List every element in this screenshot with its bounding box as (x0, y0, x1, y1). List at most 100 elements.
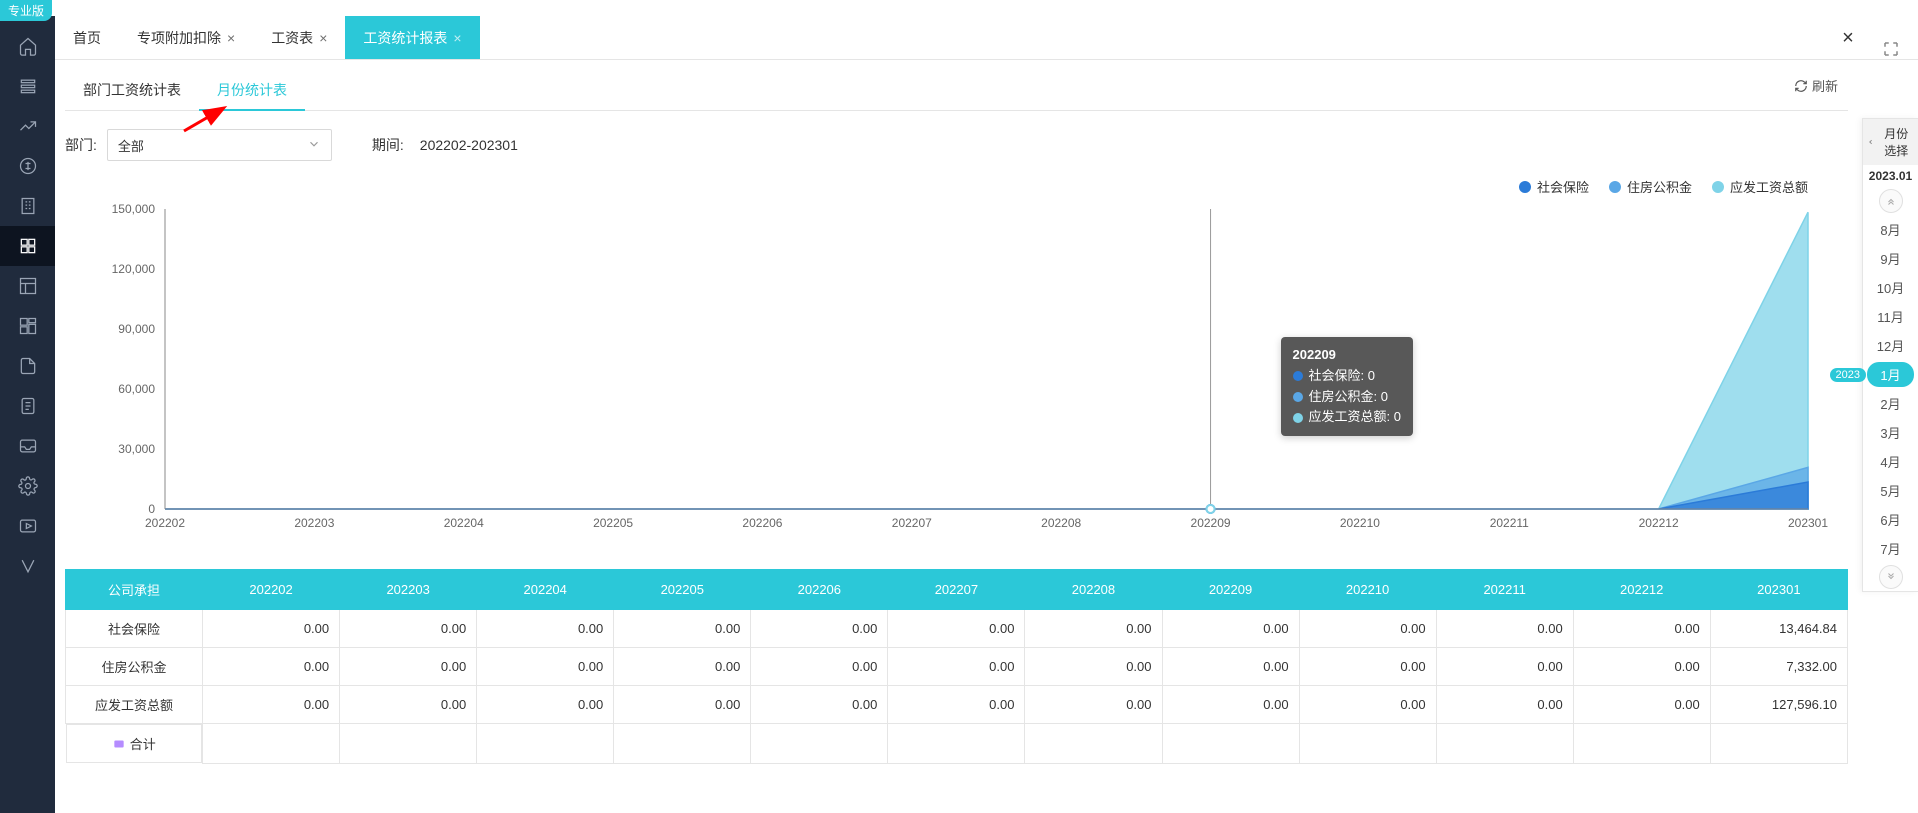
table-cell: 0.00 (1436, 610, 1573, 648)
legend-dot-icon (1712, 181, 1724, 193)
month-item[interactable]: 11月 (1863, 302, 1918, 331)
close-all-tabs-button[interactable]: × (1828, 16, 1868, 60)
table-cell (614, 724, 751, 764)
tab-首页[interactable]: 首页 (55, 16, 119, 59)
tooltip-row: 住房公积金: 0 (1293, 387, 1401, 408)
sidebar-item-building[interactable] (0, 186, 55, 226)
table-cell: 0.00 (614, 686, 751, 724)
salary-chart: 社会保险住房公积金应发工资总额 030,00060,00090,000120,0… (65, 169, 1848, 559)
subtab-月份统计表[interactable]: 月份统计表 (199, 70, 305, 110)
tabs-bar: 首页专项附加扣除× 工资表 × 工资统计报表 × × (55, 16, 1918, 60)
table-cell: 13,464.84 (1710, 610, 1847, 648)
month-item[interactable]: 4月 (1863, 447, 1918, 476)
table-cell: 0.00 (888, 648, 1025, 686)
svg-text:202211: 202211 (1490, 516, 1529, 530)
table-cell: 0.00 (1436, 648, 1573, 686)
table-cell: 0.00 (477, 686, 614, 724)
table-cell: 0.00 (203, 648, 340, 686)
table-header: 202208 (1025, 570, 1162, 610)
sidebar-item-money[interactable] (0, 146, 55, 186)
sidebar-item-chart[interactable] (0, 106, 55, 146)
sidebar-item-note[interactable] (0, 346, 55, 386)
month-item[interactable]: 12月 (1863, 331, 1918, 360)
legend-label: 住房公积金 (1627, 177, 1692, 196)
month-item[interactable]: 9月 (1863, 244, 1918, 273)
chart-canvas[interactable]: 030,00060,00090,000120,000150,0002022022… (65, 199, 1848, 549)
legend-item[interactable]: 社会保险 (1519, 177, 1589, 196)
svg-text:202205: 202205 (593, 516, 633, 530)
table-header: 202209 (1162, 570, 1299, 610)
month-item[interactable]: 5月 (1863, 476, 1918, 505)
tab-close-icon[interactable]: × (319, 30, 327, 46)
month-scroll-up-icon[interactable] (1879, 189, 1903, 213)
legend-item[interactable]: 应发工资总额 (1712, 177, 1808, 196)
table-header: 202203 (340, 570, 477, 610)
month-scroll-down-icon[interactable] (1879, 565, 1903, 589)
month-list: 8月9月10月11月12月1月20232月3月4月5月6月7月 (1863, 215, 1918, 563)
sidebar-item-v[interactable] (0, 546, 55, 586)
month-item[interactable]: 3月 (1863, 418, 1918, 447)
tab-label: 工资统计报表 (363, 28, 447, 48)
svg-text:60,000: 60,000 (118, 382, 155, 396)
table-cell (1573, 724, 1710, 764)
table-cell: 0.00 (1162, 686, 1299, 724)
sidebar-item-list[interactable] (0, 66, 55, 106)
tab-close-icon[interactable]: × (227, 30, 235, 46)
month-item[interactable]: 6月 (1863, 505, 1918, 534)
tab-label: 工资表 (271, 28, 313, 48)
table-cell: 0.00 (1299, 686, 1436, 724)
table-header: 202204 (477, 570, 614, 610)
svg-text:202207: 202207 (892, 516, 932, 530)
sidebar-item-dashboard[interactable] (0, 306, 55, 346)
svg-text:0: 0 (148, 502, 155, 516)
tooltip-row: 应发工资总额: 0 (1293, 407, 1401, 428)
table-cell: 0.00 (203, 686, 340, 724)
svg-text:202206: 202206 (742, 516, 782, 530)
table-cell: 0.00 (888, 686, 1025, 724)
sidebar-item-grid[interactable] (0, 226, 55, 266)
refresh-button[interactable]: 刷新 (1784, 70, 1848, 101)
row-label: 住房公积金 (66, 648, 203, 686)
table-cell: 0.00 (1162, 648, 1299, 686)
sidebar-item-layout[interactable] (0, 266, 55, 306)
table-cell: 0.00 (1299, 648, 1436, 686)
sum-label: 合计 (66, 724, 203, 763)
month-picker-title: 月份选择 (1863, 119, 1918, 165)
tab-专项附加扣除[interactable]: 专项附加扣除× (119, 16, 253, 59)
sidebar-item-inbox[interactable] (0, 426, 55, 466)
sidebar-item-home[interactable] (0, 26, 55, 66)
month-item[interactable]: 1月2023 (1867, 362, 1914, 387)
month-item[interactable]: 7月 (1863, 534, 1918, 563)
month-item[interactable]: 8月 (1863, 215, 1918, 244)
table-cell: 0.00 (340, 686, 477, 724)
table-cell: 0.00 (477, 610, 614, 648)
sidebar-item-play[interactable] (0, 506, 55, 546)
svg-text:202301: 202301 (1788, 516, 1828, 530)
dept-select[interactable]: 全部 (107, 129, 332, 161)
month-item[interactable]: 10月 (1863, 273, 1918, 302)
table-header: 202207 (888, 570, 1025, 610)
table-cell: 7,332.00 (1710, 648, 1847, 686)
svg-text:202210: 202210 (1340, 516, 1380, 530)
table-header: 202205 (614, 570, 751, 610)
tab-工资统计报表[interactable]: 工资统计报表 × (345, 16, 479, 59)
legend-item[interactable]: 住房公积金 (1609, 177, 1692, 196)
table-cell (1436, 724, 1573, 764)
svg-text:202212: 202212 (1639, 516, 1679, 530)
tab-工资表[interactable]: 工资表 × (253, 16, 345, 59)
sidebar-item-doc[interactable] (0, 386, 55, 426)
month-item[interactable]: 2月 (1863, 389, 1918, 418)
fullscreen-icon[interactable] (1882, 40, 1900, 58)
table-sum-row: 合计 (66, 724, 1848, 764)
chart-legend: 社会保险 住房公积金 应发工资总额 (1519, 177, 1808, 196)
row-label: 社会保险 (66, 610, 203, 648)
table-cell: 0.00 (614, 648, 751, 686)
table-row: 社会保险0.000.000.000.000.000.000.000.000.00… (66, 610, 1848, 648)
sub-tabs: 部门工资统计表月份统计表 刷新 (65, 60, 1848, 111)
tab-close-icon[interactable]: × (453, 30, 461, 46)
legend-dot-icon (1609, 181, 1621, 193)
sidebar-item-gear[interactable] (0, 466, 55, 506)
tab-label: 首页 (73, 28, 101, 48)
legend-label: 社会保险 (1537, 177, 1589, 196)
subtab-部门工资统计表[interactable]: 部门工资统计表 (65, 70, 199, 110)
